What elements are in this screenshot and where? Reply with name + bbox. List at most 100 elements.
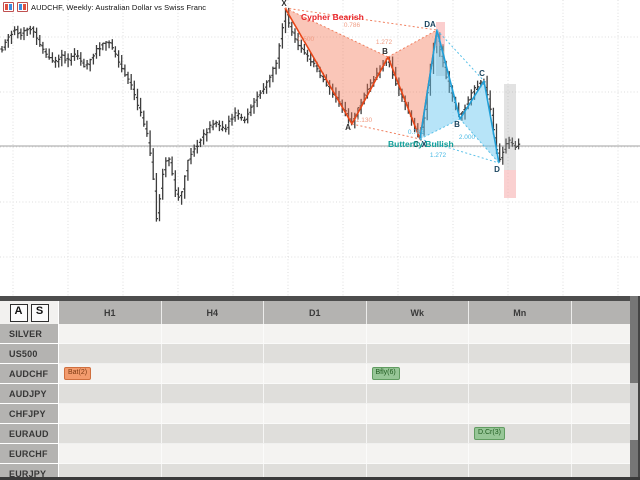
svg-text:Cypher Bearish: Cypher Bearish	[301, 12, 364, 22]
symbol-label-chfjpy[interactable]: CHFJPY	[0, 404, 59, 424]
cell-chfjpy-wk	[366, 404, 469, 424]
cell-audchf-mn	[469, 364, 572, 384]
cell-eurjpy-wk	[366, 464, 469, 480]
cell-us500-h1	[59, 344, 162, 364]
cell-us500-d1	[264, 344, 367, 364]
column-header-h1: H1	[59, 301, 162, 324]
cell-silver-h1	[59, 324, 162, 344]
symbol-label-audchf[interactable]: AUDCHF	[0, 364, 59, 384]
symbol-label-silver[interactable]: SILVER	[0, 324, 59, 344]
cell-audchf-wk: Bfly(6)	[366, 364, 469, 384]
scanner-row-eurjpy: EURJPY	[0, 464, 640, 480]
cell-eurchf-d1	[264, 444, 367, 464]
column-header-d1: D1	[264, 301, 367, 324]
svg-text:X: X	[421, 140, 427, 149]
cell-euraud-h4	[161, 424, 264, 444]
filter-button-a[interactable]: A	[9, 303, 28, 322]
cell-spacer	[571, 344, 640, 364]
filter-button-s[interactable]: S	[30, 303, 49, 322]
pattern-badge-euraud-mn[interactable]: D.Cr(3)	[474, 427, 505, 440]
cell-audjpy-d1	[264, 384, 367, 404]
cell-euraud-wk	[366, 424, 469, 444]
scanner-rows: SILVER US500 AUDCHF Bat(2) Bfly(6) AUDJPY CHFJ…	[0, 324, 640, 480]
cell-spacer	[571, 464, 640, 480]
svg-text:1.130: 1.130	[356, 117, 373, 124]
cell-eurjpy-h4	[161, 464, 264, 480]
chart-type-icon	[3, 2, 14, 12]
cell-us500-h4	[161, 344, 264, 364]
cell-audjpy-h4	[161, 384, 264, 404]
symbol-label-us500[interactable]: US500	[0, 344, 59, 364]
cell-spacer	[571, 324, 640, 344]
svg-text:C: C	[479, 69, 485, 78]
cell-chfjpy-h1	[59, 404, 162, 424]
cell-silver-mn	[469, 324, 572, 344]
cell-eurchf-wk	[366, 444, 469, 464]
cell-eurchf-mn	[469, 444, 572, 464]
scanner-row-audchf: AUDCHF Bat(2) Bfly(6)	[0, 364, 640, 384]
scanner-row-eurchf: EURCHF	[0, 444, 640, 464]
panel-separator	[0, 296, 640, 301]
cell-silver-wk	[366, 324, 469, 344]
cell-chfjpy-d1	[264, 404, 367, 424]
scanner-row-audjpy: AUDJPY	[0, 384, 640, 404]
chart-title: AUDCHF, Weekly: Australian Dollar vs Swi…	[31, 2, 207, 12]
svg-text:0.786: 0.786	[408, 129, 425, 136]
svg-text:Butterfly Bullish: Butterfly Bullish	[388, 139, 454, 149]
svg-text:1.272: 1.272	[430, 152, 447, 159]
panel-right-border	[638, 296, 640, 480]
cell-spacer	[571, 404, 640, 424]
symbol-label-eurjpy[interactable]: EURJPY	[0, 464, 59, 480]
cell-euraud-d1	[264, 424, 367, 444]
cell-silver-h4	[161, 324, 264, 344]
symbol-label-euraud[interactable]: EURAUD	[0, 424, 59, 444]
svg-text:D: D	[494, 165, 500, 174]
cell-eurjpy-mn	[469, 464, 572, 480]
cell-us500-wk	[366, 344, 469, 364]
cell-us500-mn	[469, 344, 572, 364]
cell-audchf-h4	[161, 364, 264, 384]
cell-euraud-mn: D.Cr(3)	[469, 424, 572, 444]
scrollbar-thumb[interactable]	[630, 383, 638, 440]
symbol-label-audjpy[interactable]: AUDJPY	[0, 384, 59, 404]
svg-text:DA: DA	[424, 20, 436, 29]
scanner-row-us500: US500	[0, 344, 640, 364]
cell-audchf-h1: Bat(2)	[59, 364, 162, 384]
column-header-h4: H4	[162, 301, 264, 324]
cell-eurchf-h1	[59, 444, 162, 464]
svg-text:B: B	[382, 47, 388, 56]
column-header-wk: Wk	[367, 301, 469, 324]
panel-scrollbar[interactable]	[630, 296, 638, 480]
scanner-row-chfjpy: CHFJPY	[0, 404, 640, 424]
scanner-header-row: A S H1 H4 D1 Wk Mn	[0, 301, 640, 324]
svg-text:0.786: 0.786	[344, 22, 361, 29]
indicator-logo-icon	[17, 2, 28, 12]
pattern-badge-audchf-h1[interactable]: Bat(2)	[64, 367, 92, 380]
symbol-label-eurchf[interactable]: EURCHF	[0, 444, 59, 464]
panel-bottom-border	[0, 477, 640, 480]
scanner-panel: A S H1 H4 D1 Wk Mn SILVER US500 AUDCHF Bat(2) Bf…	[0, 296, 640, 480]
cell-euraud-h1	[59, 424, 162, 444]
cell-eurchf-h4	[161, 444, 264, 464]
cell-audjpy-h1	[59, 384, 162, 404]
svg-text:1.272: 1.272	[376, 39, 393, 46]
scanner-row-silver: SILVER	[0, 324, 640, 344]
cell-eurjpy-h1	[59, 464, 162, 480]
cell-spacer	[571, 444, 640, 464]
svg-text:X: X	[281, 0, 287, 8]
pattern-badge-audchf-wk[interactable]: Bfly(6)	[371, 367, 400, 380]
cell-audjpy-mn	[469, 384, 572, 404]
scanner-row-euraud: EURAUD D.Cr(3)	[0, 424, 640, 444]
filter-buttons: A S	[0, 301, 59, 324]
cell-spacer	[571, 384, 640, 404]
chart-title-bar: AUDCHF, Weekly: Australian Dollar vs Swi…	[3, 2, 206, 12]
cell-spacer	[571, 364, 640, 384]
svg-text:C: C	[413, 140, 419, 149]
cell-chfjpy-h4	[161, 404, 264, 424]
svg-text:A: A	[345, 123, 351, 132]
cell-audjpy-wk	[366, 384, 469, 404]
svg-text:2.000: 2.000	[459, 134, 476, 141]
cell-eurjpy-d1	[264, 464, 367, 480]
